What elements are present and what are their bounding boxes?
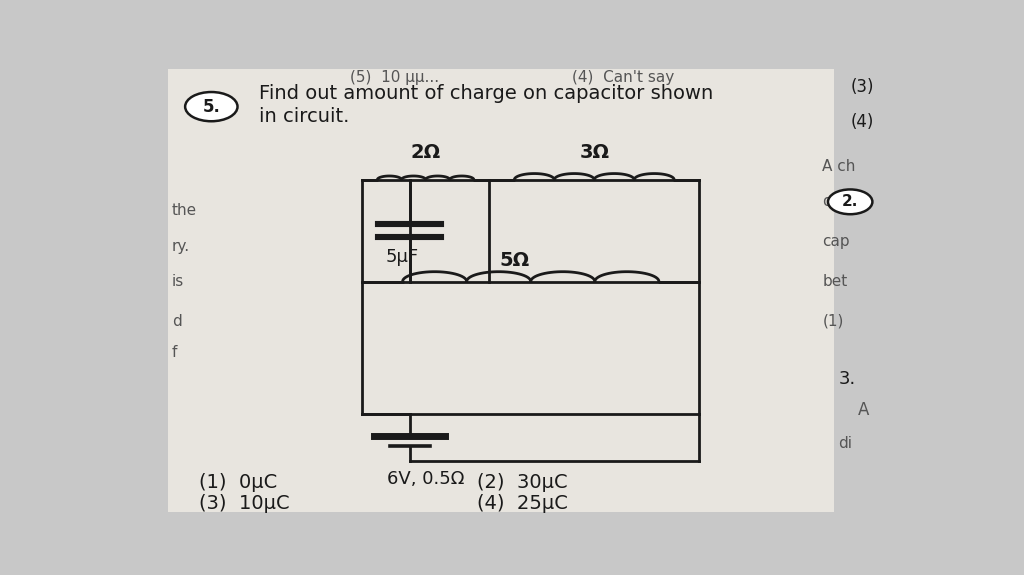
Text: 5Ω: 5Ω	[500, 251, 530, 270]
Text: f: f	[172, 345, 177, 360]
Text: the: the	[172, 203, 197, 218]
Text: cap: cap	[822, 234, 850, 249]
Text: 3.: 3.	[839, 370, 855, 388]
Text: (5)  10 µµ...: (5) 10 µµ...	[350, 70, 439, 85]
Text: 5.: 5.	[203, 98, 220, 116]
Text: 5μF: 5μF	[385, 248, 419, 266]
FancyBboxPatch shape	[168, 69, 835, 512]
Text: is: is	[172, 274, 184, 289]
Text: di: di	[839, 436, 852, 451]
Text: (4)  25μC: (4) 25μC	[477, 494, 568, 513]
Text: Find out amount of charge on capacitor shown: Find out amount of charge on capacitor s…	[259, 84, 713, 103]
Text: (1): (1)	[822, 314, 844, 329]
Circle shape	[828, 189, 872, 214]
Text: in circuit.: in circuit.	[259, 107, 349, 126]
Text: (1)  0μC: (1) 0μC	[200, 473, 278, 492]
Circle shape	[185, 92, 238, 121]
Text: (2)  30μC: (2) 30μC	[477, 473, 568, 492]
Text: (3)  10μC: (3) 10μC	[200, 494, 290, 513]
Text: (4)  Can't say: (4) Can't say	[572, 70, 675, 85]
Text: bet: bet	[822, 274, 848, 289]
Text: 6V, 0.5Ω: 6V, 0.5Ω	[387, 470, 464, 488]
Text: A: A	[858, 401, 869, 419]
Text: of: of	[822, 194, 838, 209]
Text: 2Ω: 2Ω	[411, 143, 440, 162]
Text: (4): (4)	[850, 113, 873, 131]
Text: (3): (3)	[850, 78, 873, 95]
Text: 2.: 2.	[842, 194, 858, 209]
Text: 3Ω: 3Ω	[580, 143, 609, 162]
Text: A ch: A ch	[822, 159, 856, 174]
Text: ry.: ry.	[172, 239, 189, 254]
Text: d: d	[172, 314, 181, 329]
